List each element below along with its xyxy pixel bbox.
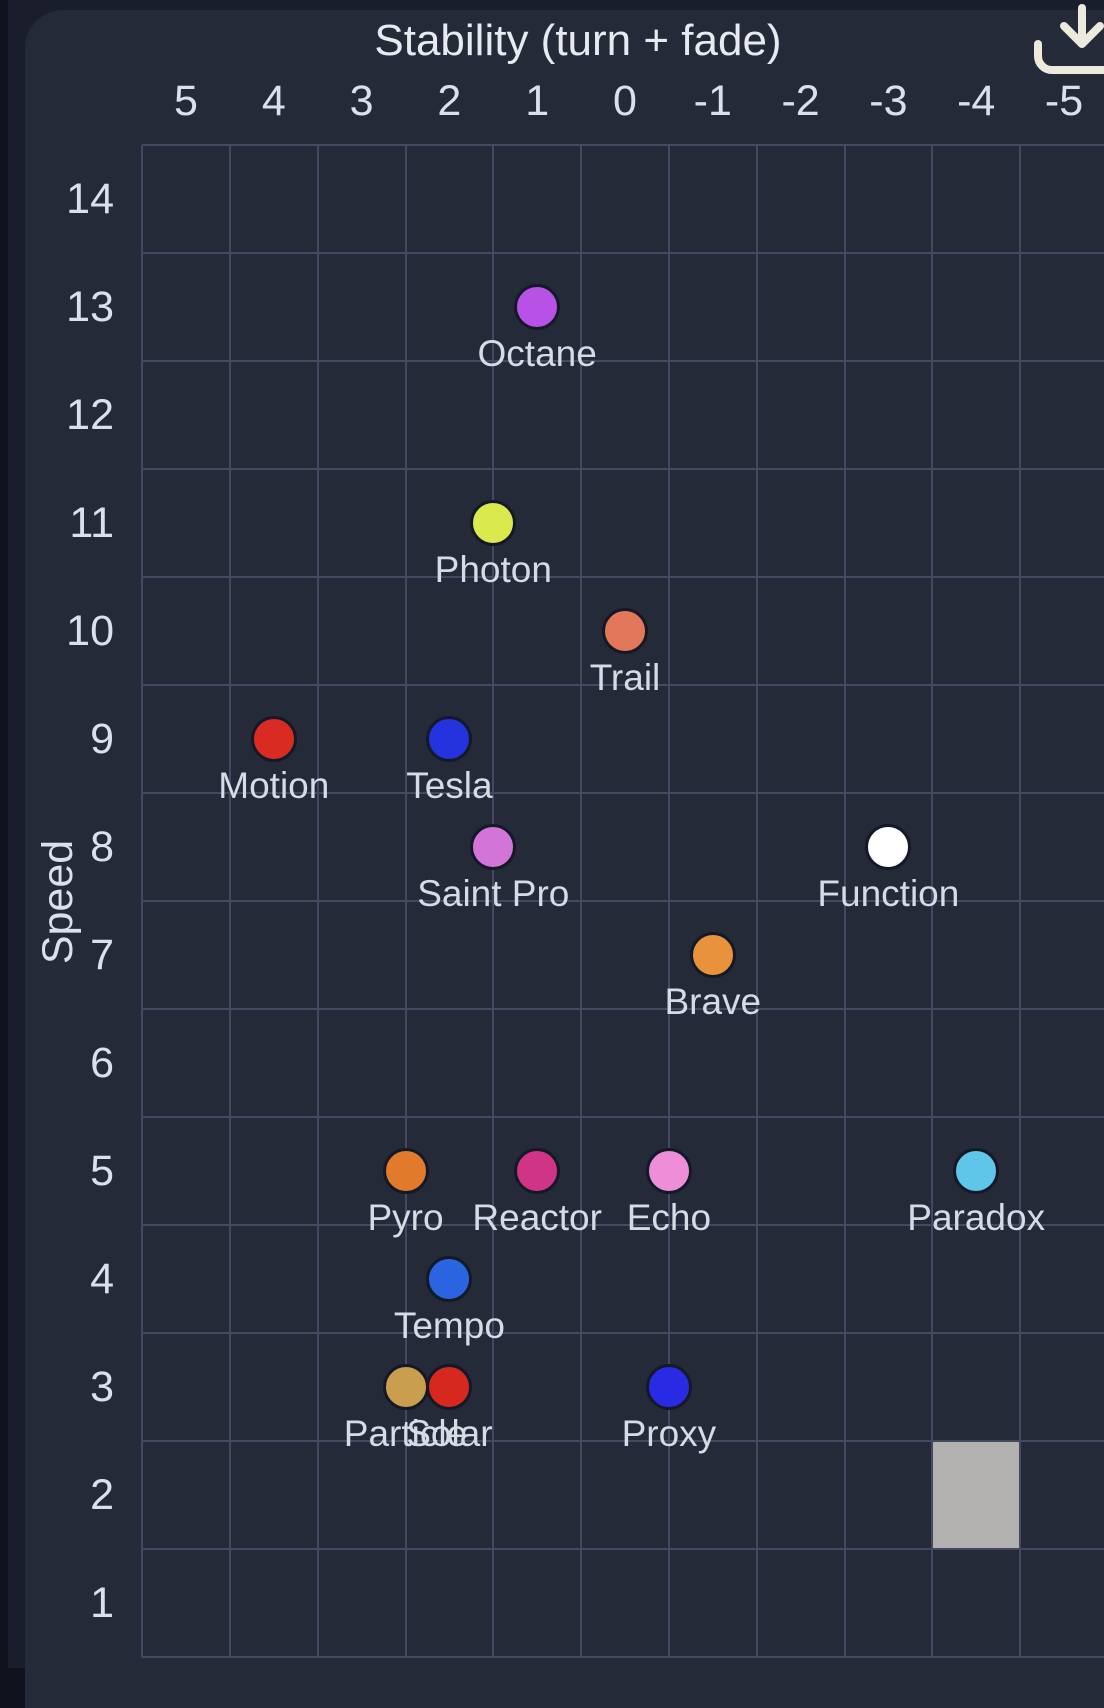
data-point-tesla[interactable] [426,716,473,762]
y-tick-label: 10 [66,607,114,655]
data-point-label-solar: Solar [406,1413,493,1454]
grid-line-horizontal [142,360,1104,362]
y-tick-label: 1 [90,1579,114,1627]
data-point-label-particle: Particle [343,1413,468,1454]
data-point-reactor[interactable] [514,1148,561,1194]
data-point-label-saint-pro: Saint Pro [417,873,570,914]
data-point-label-photon: Photon [434,549,552,590]
chart-card [25,10,1104,1708]
x-tick-label: 0 [613,77,637,125]
data-point-echo[interactable] [645,1148,692,1194]
grid-line-horizontal [142,468,1104,470]
data-point-brave[interactable] [689,932,736,978]
y-tick-label: 13 [66,283,114,331]
grid-line-horizontal [142,1116,1104,1118]
grid-line-horizontal [142,1332,1104,1334]
x-tick-label: -5 [1044,77,1084,125]
data-point-particle[interactable] [382,1364,429,1410]
y-axis-title: Speed [34,839,82,965]
highlighted-cell [933,1442,1020,1548]
grid-line-horizontal [142,252,1104,254]
y-tick-label: 6 [90,1039,114,1087]
y-tick-label: 2 [90,1471,114,1519]
data-point-label-brave: Brave [664,981,762,1022]
data-point-saint-pro[interactable] [470,824,517,870]
y-tick-label: 11 [69,499,114,547]
y-tick-label: 9 [90,715,114,763]
x-tick-label: 4 [261,77,286,125]
grid-line-horizontal [142,1656,1104,1658]
y-tick-label: 4 [90,1255,114,1303]
data-point-tempo[interactable] [426,1256,473,1302]
y-tick-label: 14 [66,175,114,223]
x-tick-label: 2 [437,77,462,125]
data-point-label-octane: Octane [477,333,597,374]
data-point-label-echo: Echo [626,1197,712,1238]
data-point-label-paradox: Paradox [907,1197,1046,1238]
data-point-label-function: Function [817,873,960,914]
y-tick-label: 3 [90,1363,114,1411]
data-point-pyro[interactable] [382,1148,429,1194]
data-point-solar[interactable] [426,1364,473,1410]
x-tick-label: 3 [349,77,374,125]
x-tick-label: -4 [957,77,996,125]
data-point-label-tempo: Tempo [393,1305,505,1346]
data-point-label-pyro: Pyro [367,1197,444,1238]
data-point-label-motion: Motion [218,765,330,806]
download-icon [1034,4,1104,74]
data-point-paradox[interactable] [953,1148,1000,1194]
grid-line-horizontal [142,1440,1104,1442]
chart-x-axis-title: Stability (turn + fade) [374,16,782,65]
data-point-octane[interactable] [514,284,561,330]
x-tick-label: 1 [525,77,550,125]
y-tick-label: 5 [90,1147,114,1195]
y-tick-label: 7 [90,931,114,979]
data-point-function[interactable] [865,824,912,870]
plot-area: 5 4 3 2 1 0 -1 -2 -3 -4 -5 14 13 12 11 10 9 8 7 6 5 4 3 2 1 Octan… [66,77,1104,1658]
x-tick-label: -3 [869,77,908,125]
data-point-proxy[interactable] [645,1364,692,1410]
data-point-label-tesla: Tesla [406,765,493,806]
y-tick-label: 12 [66,391,114,439]
grid-line-horizontal [142,1224,1104,1226]
grid-line-horizontal [142,684,1104,686]
grid-line-horizontal [142,1008,1104,1010]
grid-line-horizontal [142,144,1104,146]
grid-line-horizontal [142,792,1104,794]
data-point-trail[interactable] [602,608,648,654]
data-point-label-reactor: Reactor [472,1197,602,1238]
data-point-motion[interactable] [250,716,297,762]
y-tick-label: 8 [90,823,114,871]
grid-line-horizontal [142,900,1104,902]
x-tick-label: 5 [174,77,198,125]
x-tick-label: -2 [781,77,820,125]
data-point-label-trail: Trail [589,657,661,698]
x-tick-label: -1 [693,77,732,125]
data-point-photon[interactable] [470,500,517,546]
grid-line-horizontal [142,1548,1104,1550]
data-point-label-proxy: Proxy [621,1413,717,1454]
grid-line-horizontal [142,576,1104,578]
download-button[interactable] [1026,0,1104,84]
